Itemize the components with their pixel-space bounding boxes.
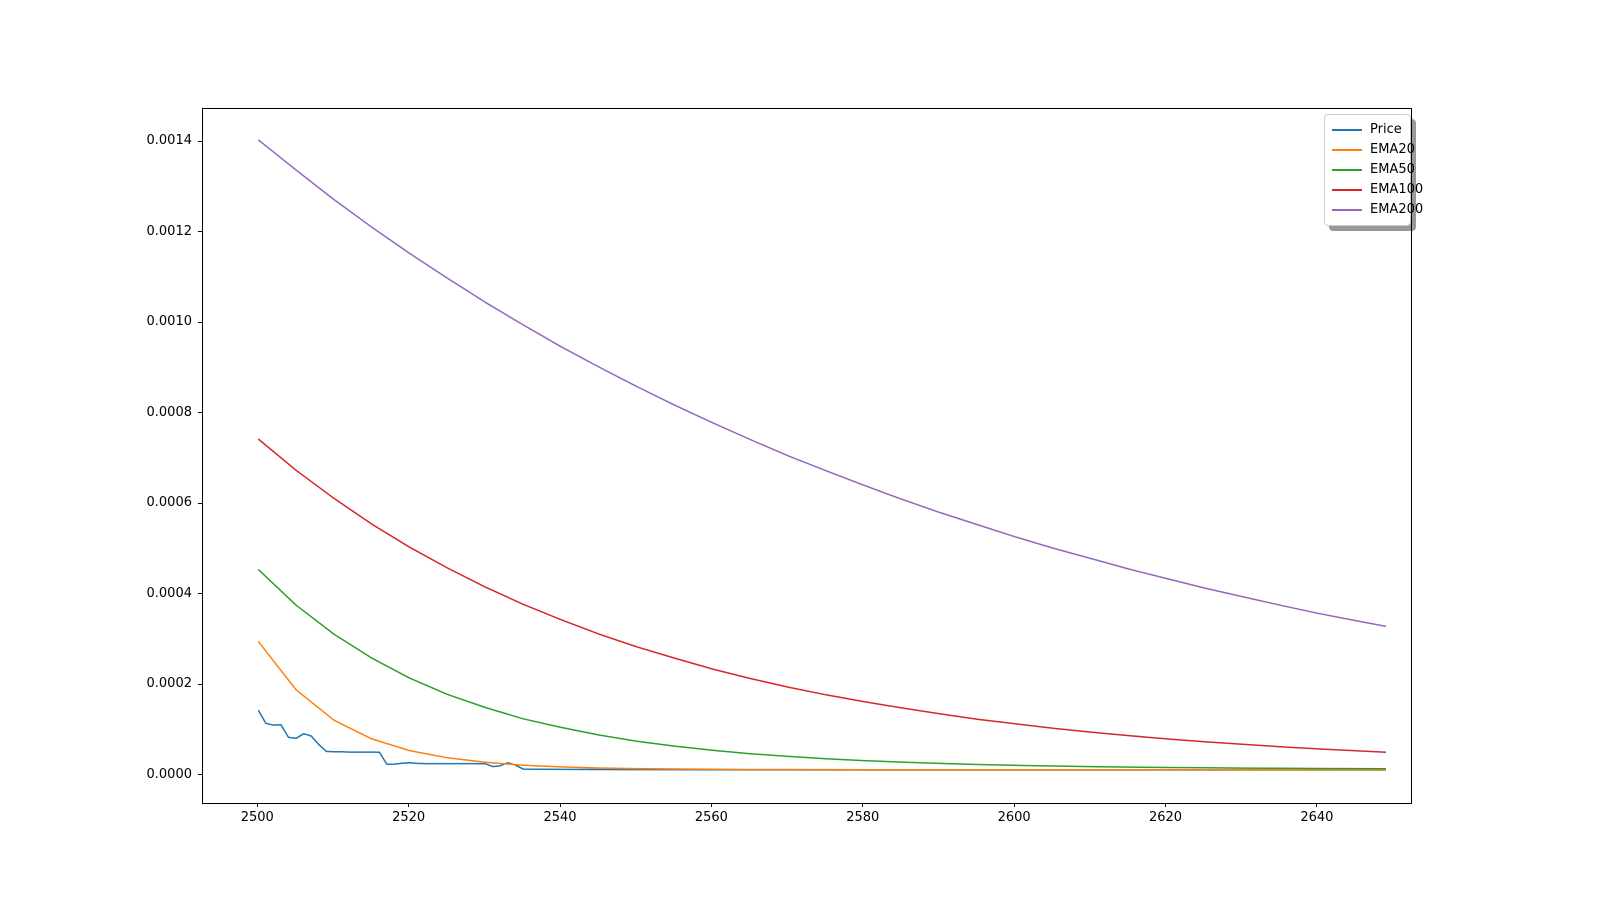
price-line-swatch — [1332, 129, 1362, 131]
ema20-line-swatch — [1332, 149, 1362, 151]
x-tick-mark — [1165, 803, 1167, 807]
y-tick-label: 0.0010 — [146, 314, 193, 330]
y-tick-label: 0.0002 — [146, 676, 193, 692]
y-tick-mark — [198, 412, 202, 414]
legend-label-ema20: EMA20 — [1370, 142, 1415, 157]
legend-label-ema50: EMA50 — [1370, 162, 1415, 177]
x-tick-label: 2580 — [846, 810, 880, 825]
x-tick-mark — [408, 803, 410, 807]
ema200-line-swatch — [1332, 209, 1362, 211]
x-tick-label: 2520 — [392, 810, 426, 825]
y-tick-mark — [198, 774, 202, 776]
y-tick-label: 0.0006 — [146, 495, 193, 511]
legend-entry-price: Price — [1332, 120, 1402, 140]
y-tick-mark — [198, 683, 202, 685]
series-line-ema50 — [257, 568, 1387, 770]
x-tick-label: 2600 — [997, 810, 1031, 825]
legend-entry-ema50: EMA50 — [1332, 160, 1415, 180]
plot-area — [202, 108, 1412, 804]
ema50-line-swatch — [1332, 169, 1362, 171]
x-tick-mark — [1316, 803, 1318, 807]
x-tick-label: 2640 — [1300, 810, 1334, 825]
series-line-ema200 — [257, 139, 1387, 628]
y-tick-label: 0.0012 — [146, 223, 193, 239]
legend-label-price: Price — [1370, 122, 1402, 137]
y-tick-label: 0.0008 — [146, 404, 193, 420]
y-tick-mark — [198, 140, 202, 142]
y-tick-mark — [198, 321, 202, 323]
ema100-line-swatch — [1332, 189, 1362, 191]
y-tick-label: 0.0014 — [146, 133, 193, 149]
legend-entry-ema20: EMA20 — [1332, 140, 1415, 160]
x-tick-label: 2500 — [240, 810, 274, 825]
chart-canvas — [257, 139, 1387, 771]
series-line-ema100 — [257, 438, 1387, 754]
x-tick-mark — [1013, 803, 1015, 807]
x-tick-mark — [256, 803, 258, 807]
y-tick-mark — [198, 502, 202, 504]
legend-label-ema200: EMA200 — [1370, 202, 1424, 217]
y-tick-label: 0.0000 — [146, 766, 193, 782]
legend-entry-ema200: EMA200 — [1332, 200, 1423, 220]
series-line-price — [257, 709, 1386, 771]
legend: Price EMA20 EMA50 EMA100 EMA200 — [1324, 114, 1423, 226]
legend-label-ema100: EMA100 — [1370, 182, 1424, 197]
x-tick-label: 2560 — [694, 810, 728, 825]
x-tick-label: 2620 — [1148, 810, 1183, 825]
x-tick-mark — [710, 803, 712, 807]
series-line-ema20 — [257, 640, 1386, 771]
x-tick-mark — [862, 803, 864, 807]
x-tick-label: 2540 — [543, 810, 577, 825]
x-tick-mark — [559, 803, 561, 807]
y-tick-mark — [198, 593, 202, 595]
y-tick-label: 0.0004 — [146, 585, 193, 601]
y-tick-mark — [198, 231, 202, 233]
legend-entry-ema100: EMA100 — [1332, 180, 1423, 200]
